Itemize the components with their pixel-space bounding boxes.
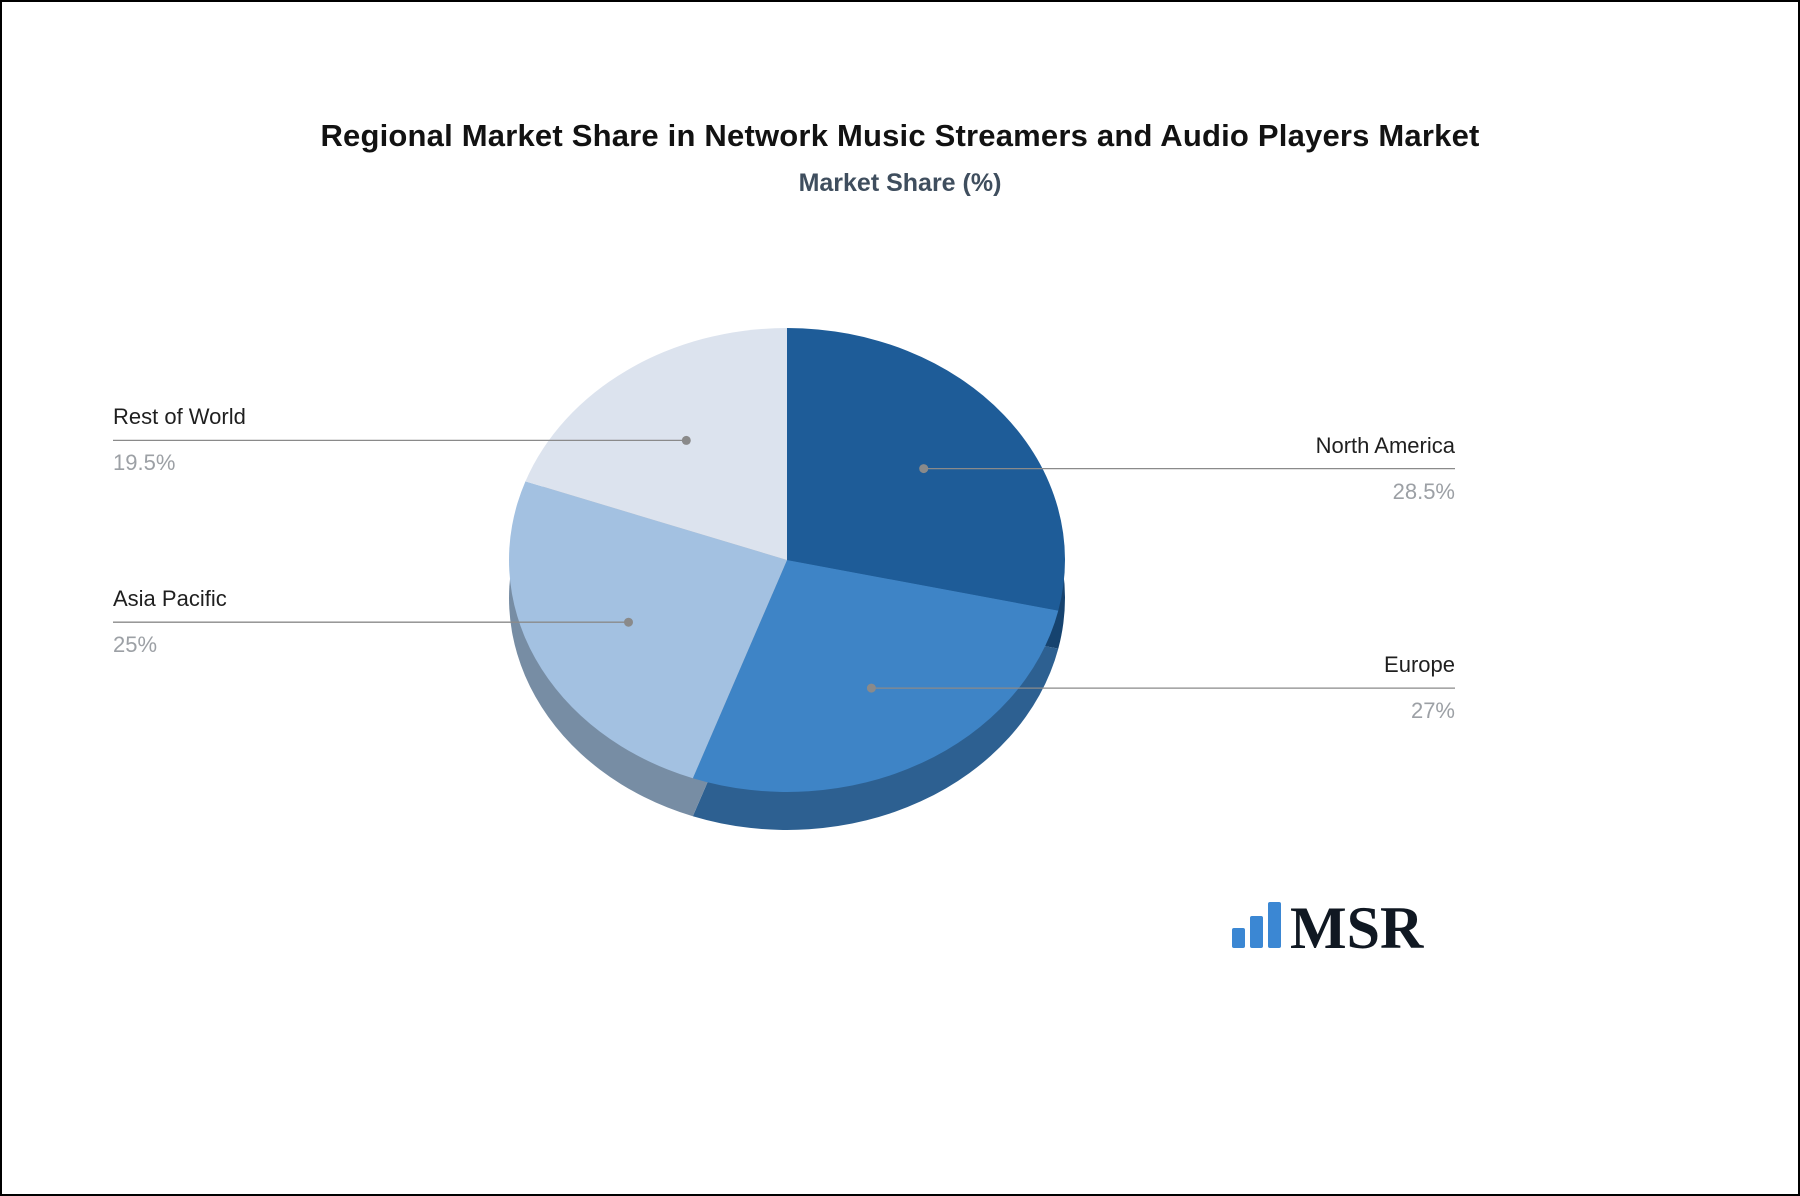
bar-chart-icon-bar [1250, 916, 1263, 948]
leader-dot-asia-pacific [624, 617, 633, 627]
bar-chart-icon [1232, 902, 1281, 948]
bar-chart-icon-bar [1268, 902, 1281, 948]
pie-slice-europe [692, 560, 1059, 792]
leader-dot-north-america [919, 464, 929, 474]
leader-dot-rest-of-world [681, 435, 691, 445]
brand-logo-text: MSR [1290, 895, 1424, 961]
pie-slice-asia-pacific [509, 481, 787, 779]
chart-title: Regional Market Share in Network Music S… [320, 118, 1480, 153]
pie-slice-rest-of-world [525, 328, 787, 560]
leader-dot-europe [866, 683, 876, 693]
brand-logo: MSR [1232, 898, 1423, 958]
chart-subtitle: Market Share (%) [798, 169, 1002, 197]
bar-chart-icon-bar [1232, 928, 1245, 948]
